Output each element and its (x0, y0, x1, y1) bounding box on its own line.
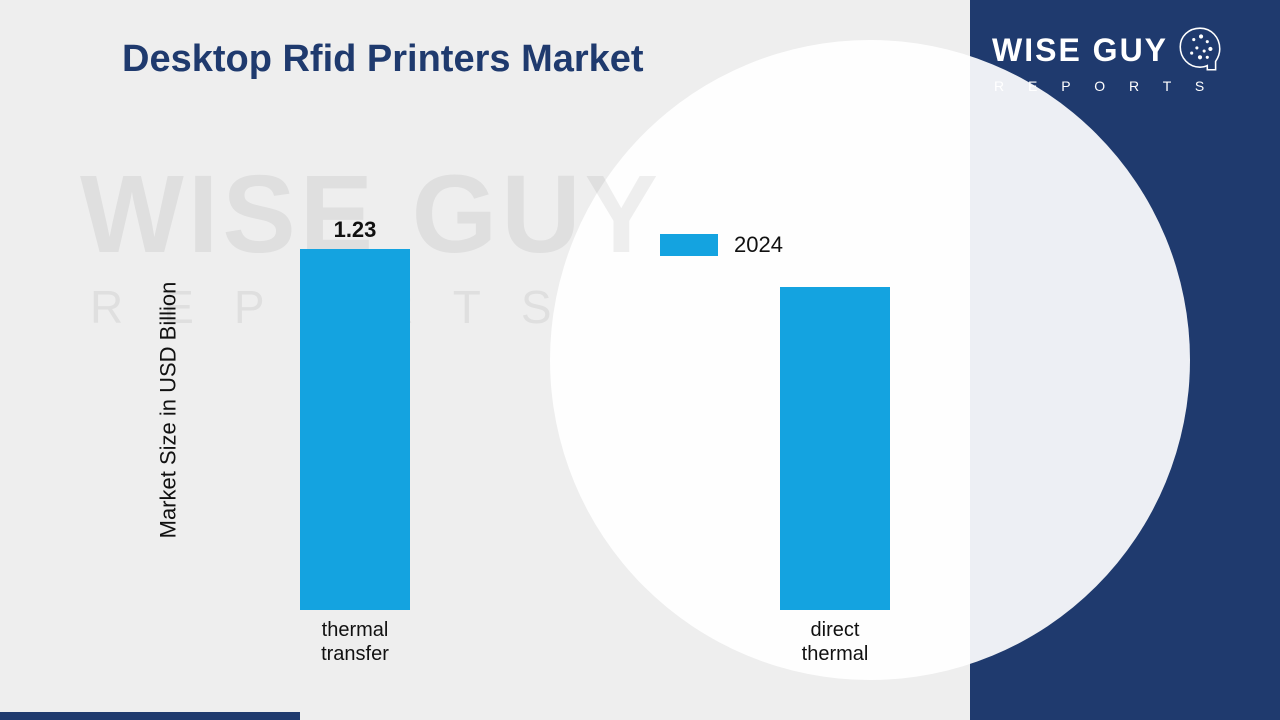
chart: Market Size in USD Billion 2024 1.23ther… (100, 140, 1000, 680)
chart-plot: 1.23thermal transfer direct thermal (140, 140, 1000, 610)
brand-logo-text: WISE GUY (992, 34, 1168, 66)
bar: 1.23thermal transfer (300, 249, 410, 610)
bar-category-label: thermal transfer (321, 618, 389, 666)
bar-value-label: 1.23 (334, 217, 377, 243)
bar: direct thermal (780, 287, 890, 610)
brand-logo-sub: R E P O R T S (994, 78, 1252, 94)
bottom-stripe (0, 712, 300, 720)
page-title: Desktop Rfid Printers Market (122, 38, 644, 81)
brand-logo: WISE GUY R E P O R T S (992, 24, 1252, 104)
head-icon (1174, 24, 1226, 76)
bar-category-label: direct thermal (802, 618, 869, 666)
brand-logo-main: WISE GUY (992, 24, 1252, 76)
canvas: WISE GUY REPORTS Desktop Rfid Printers M… (0, 0, 1280, 720)
